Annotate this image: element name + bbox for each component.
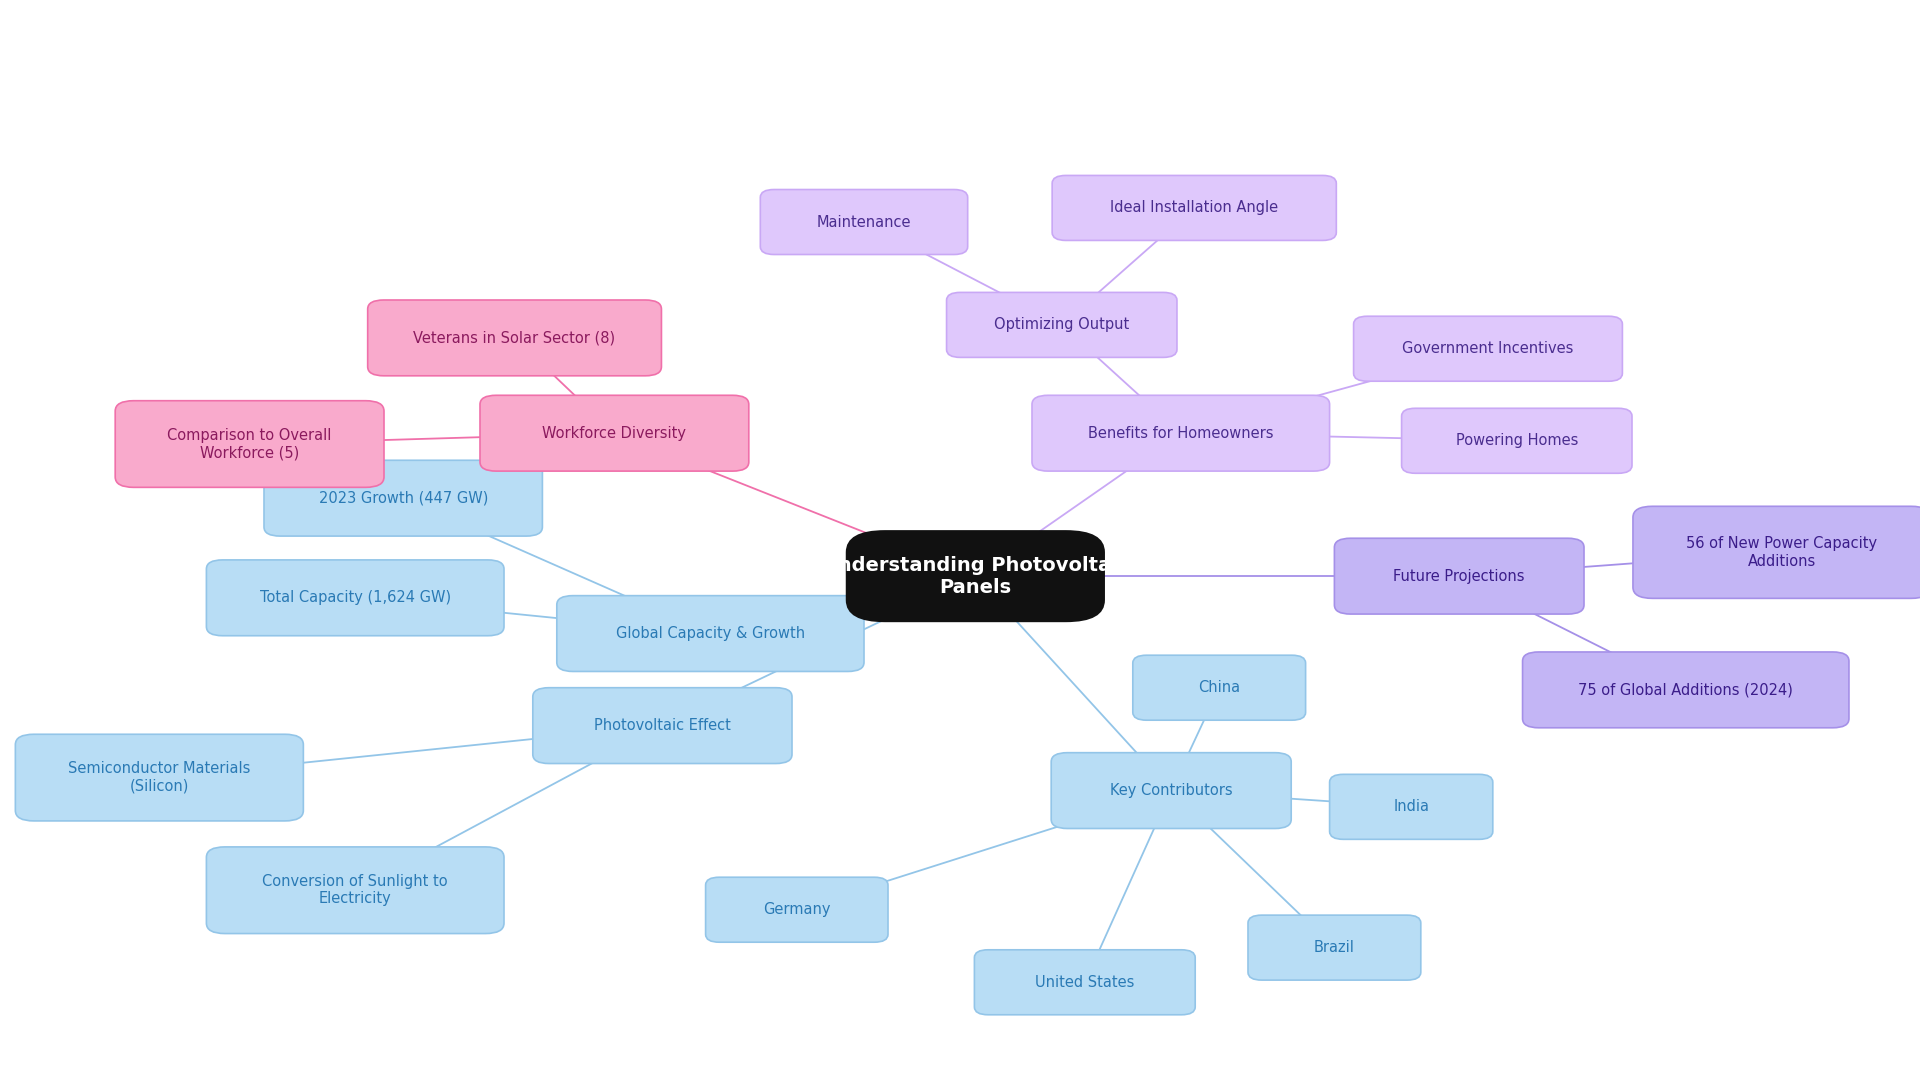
FancyBboxPatch shape bbox=[532, 688, 791, 764]
Text: Key Contributors: Key Contributors bbox=[1110, 783, 1233, 798]
Text: United States: United States bbox=[1035, 975, 1135, 990]
Text: Total Capacity (1,624 GW): Total Capacity (1,624 GW) bbox=[259, 590, 451, 605]
FancyBboxPatch shape bbox=[947, 292, 1177, 357]
Text: 75 of Global Additions (2024): 75 of Global Additions (2024) bbox=[1578, 682, 1793, 697]
Text: Global Capacity & Growth: Global Capacity & Growth bbox=[616, 626, 804, 641]
FancyBboxPatch shape bbox=[845, 530, 1106, 622]
FancyBboxPatch shape bbox=[480, 395, 749, 471]
Text: Optimizing Output: Optimizing Output bbox=[995, 317, 1129, 332]
FancyBboxPatch shape bbox=[1354, 316, 1622, 381]
FancyBboxPatch shape bbox=[1248, 915, 1421, 980]
Text: Benefits for Homeowners: Benefits for Homeowners bbox=[1089, 426, 1273, 441]
Text: Photovoltaic Effect: Photovoltaic Effect bbox=[593, 718, 732, 733]
FancyBboxPatch shape bbox=[973, 950, 1194, 1015]
Text: Conversion of Sunlight to
Electricity: Conversion of Sunlight to Electricity bbox=[263, 874, 447, 906]
FancyBboxPatch shape bbox=[1052, 753, 1290, 828]
FancyBboxPatch shape bbox=[1523, 652, 1849, 728]
FancyBboxPatch shape bbox=[369, 300, 660, 376]
FancyBboxPatch shape bbox=[115, 401, 384, 487]
FancyBboxPatch shape bbox=[707, 877, 887, 942]
FancyBboxPatch shape bbox=[265, 460, 541, 536]
Text: Understanding Photovoltaic
Panels: Understanding Photovoltaic Panels bbox=[822, 556, 1129, 597]
Text: Powering Homes: Powering Homes bbox=[1455, 433, 1578, 448]
FancyBboxPatch shape bbox=[207, 560, 503, 636]
Text: Future Projections: Future Projections bbox=[1394, 569, 1524, 584]
FancyBboxPatch shape bbox=[15, 734, 303, 821]
Text: Brazil: Brazil bbox=[1313, 940, 1356, 955]
Text: Government Incentives: Government Incentives bbox=[1402, 341, 1574, 356]
FancyBboxPatch shape bbox=[760, 190, 968, 255]
FancyBboxPatch shape bbox=[557, 596, 864, 671]
FancyBboxPatch shape bbox=[1329, 774, 1494, 839]
FancyBboxPatch shape bbox=[1033, 395, 1329, 471]
FancyBboxPatch shape bbox=[1632, 507, 1920, 598]
FancyBboxPatch shape bbox=[1402, 408, 1632, 473]
FancyBboxPatch shape bbox=[1052, 175, 1336, 240]
Text: India: India bbox=[1394, 799, 1428, 814]
FancyBboxPatch shape bbox=[1334, 538, 1584, 614]
Text: 2023 Growth (447 GW): 2023 Growth (447 GW) bbox=[319, 491, 488, 506]
FancyBboxPatch shape bbox=[207, 847, 503, 934]
Text: Comparison to Overall
Workforce (5): Comparison to Overall Workforce (5) bbox=[167, 428, 332, 460]
FancyBboxPatch shape bbox=[1133, 655, 1306, 720]
Text: Workforce Diversity: Workforce Diversity bbox=[541, 426, 687, 441]
Text: 56 of New Power Capacity
Additions: 56 of New Power Capacity Additions bbox=[1686, 536, 1878, 569]
Text: Ideal Installation Angle: Ideal Installation Angle bbox=[1110, 200, 1279, 216]
Text: Maintenance: Maintenance bbox=[816, 214, 912, 230]
Text: China: China bbox=[1198, 680, 1240, 695]
Text: Semiconductor Materials
(Silicon): Semiconductor Materials (Silicon) bbox=[69, 761, 250, 794]
Text: Veterans in Solar Sector (8): Veterans in Solar Sector (8) bbox=[413, 330, 616, 345]
Text: Germany: Germany bbox=[762, 902, 831, 917]
